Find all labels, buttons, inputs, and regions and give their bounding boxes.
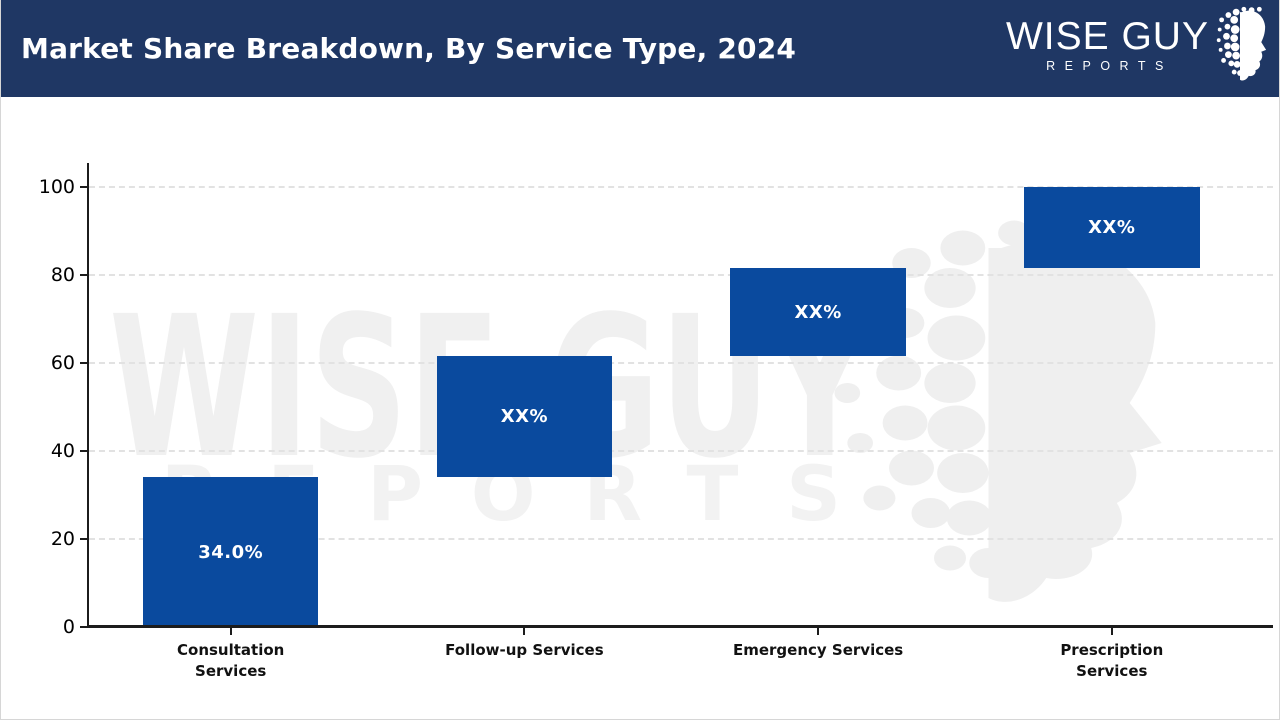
bar (1024, 187, 1200, 268)
y-tick (80, 186, 89, 188)
bar-value-label: XX% (794, 301, 842, 323)
y-tick (80, 450, 89, 452)
x-axis-label-line: Services (1076, 662, 1148, 680)
header-bar: Market Share Breakdown, By Service Type,… (1, 0, 1279, 97)
x-tick (523, 628, 526, 635)
watermark-head-icon (834, 220, 1162, 602)
y-tick (80, 274, 89, 276)
x-axis-label-line: Prescription (1060, 641, 1164, 659)
gridline (89, 274, 1273, 276)
y-tick (80, 538, 89, 540)
gridline (89, 186, 1273, 188)
gridline (89, 450, 1273, 452)
brand-head-icon (1216, 6, 1267, 81)
x-tick (229, 628, 232, 635)
y-tick-label: 100 (38, 176, 75, 198)
x-tick (1110, 628, 1113, 635)
brand-logo: WISE GUY REPORTS (1006, 6, 1269, 84)
x-axis-label: Emergency Services (708, 640, 928, 661)
y-axis-line (87, 163, 89, 628)
gridline (89, 362, 1273, 364)
x-axis-line (89, 625, 1273, 628)
x-axis-label: Follow-up Services (414, 640, 634, 661)
x-axis-label-line: Services (195, 662, 267, 680)
bar-value-label: XX% (1088, 216, 1136, 238)
brand-sub: REPORTS (1046, 59, 1173, 73)
bar-value-label: XX% (500, 406, 549, 428)
x-tick (817, 628, 820, 635)
gridline (89, 538, 1273, 540)
x-axis-label-line: Emergency Services (732, 641, 904, 659)
bar (436, 356, 613, 478)
bar (142, 477, 319, 627)
y-tick-label: 40 (50, 440, 75, 462)
chart-title: Market Share Breakdown, By Service Type,… (21, 32, 797, 65)
y-tick (80, 626, 89, 628)
x-axis-label: Prescription Services (1002, 640, 1222, 682)
y-tick (80, 362, 89, 364)
bar (730, 267, 906, 357)
y-tick-label: 80 (50, 264, 75, 286)
brand-name: WISE GUY (1005, 15, 1209, 58)
x-axis-label: Consultation Services (121, 640, 341, 682)
x-axis-label-line: Follow-up Services (445, 641, 604, 659)
y-tick-label: 20 (50, 528, 75, 550)
bar-value-label: 34.0% (198, 541, 264, 563)
y-tick-label: 60 (50, 352, 75, 374)
x-axis-label-line: Consultation (177, 641, 285, 659)
y-tick-label: 0 (62, 616, 75, 638)
